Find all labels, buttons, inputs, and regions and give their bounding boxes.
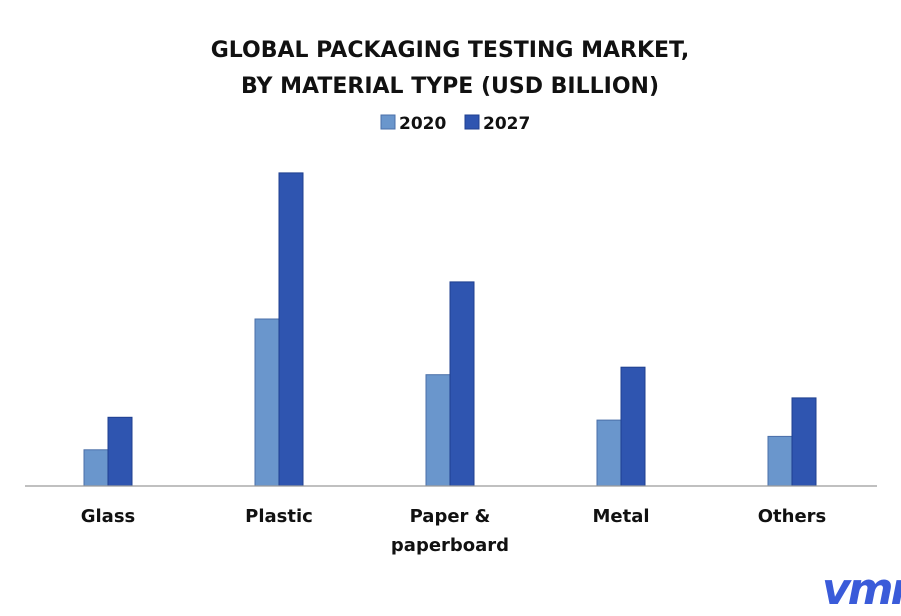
bar-2027-others bbox=[791, 397, 817, 487]
bar-2020-plastic bbox=[254, 318, 280, 487]
bar-2027-glass bbox=[107, 416, 133, 487]
brand-logo-text: vmr bbox=[822, 564, 901, 615]
category-labels: Glass Plastic Paper & paperboard Metal Others bbox=[81, 506, 827, 556]
legend: 2020 2027 bbox=[380, 114, 530, 134]
chart-title: GLOBAL PACKAGING TESTING MARKET, BY MATE… bbox=[211, 38, 690, 99]
chart-title-line-2: BY MATERIAL TYPE (USD BILLION) bbox=[241, 74, 659, 99]
bar-2027-plastic bbox=[278, 172, 304, 487]
category-label: Glass bbox=[81, 506, 136, 527]
chart-title-line-1: GLOBAL PACKAGING TESTING MARKET, bbox=[211, 38, 690, 63]
category-label: Plastic bbox=[245, 506, 313, 527]
category-label: Paper & bbox=[410, 506, 491, 527]
brand-logo: vmr bbox=[822, 564, 901, 615]
bar-2020-glass bbox=[83, 449, 109, 487]
bars-group bbox=[83, 172, 817, 487]
bar-2027-paper-paperboard bbox=[449, 281, 475, 487]
category-label: Metal bbox=[592, 506, 649, 527]
category-label: paperboard bbox=[391, 535, 509, 556]
bar-2027-metal bbox=[620, 366, 646, 487]
legend-label-2020: 2020 bbox=[399, 114, 446, 134]
bar-2020-others bbox=[767, 435, 793, 487]
legend-label-2027: 2027 bbox=[483, 114, 530, 134]
legend-swatch-2027 bbox=[464, 114, 480, 130]
legend-swatch-2020 bbox=[380, 114, 396, 130]
category-label: Others bbox=[758, 506, 827, 527]
bar-2020-metal bbox=[596, 419, 622, 487]
bar-2020-paper-paperboard bbox=[425, 374, 451, 487]
